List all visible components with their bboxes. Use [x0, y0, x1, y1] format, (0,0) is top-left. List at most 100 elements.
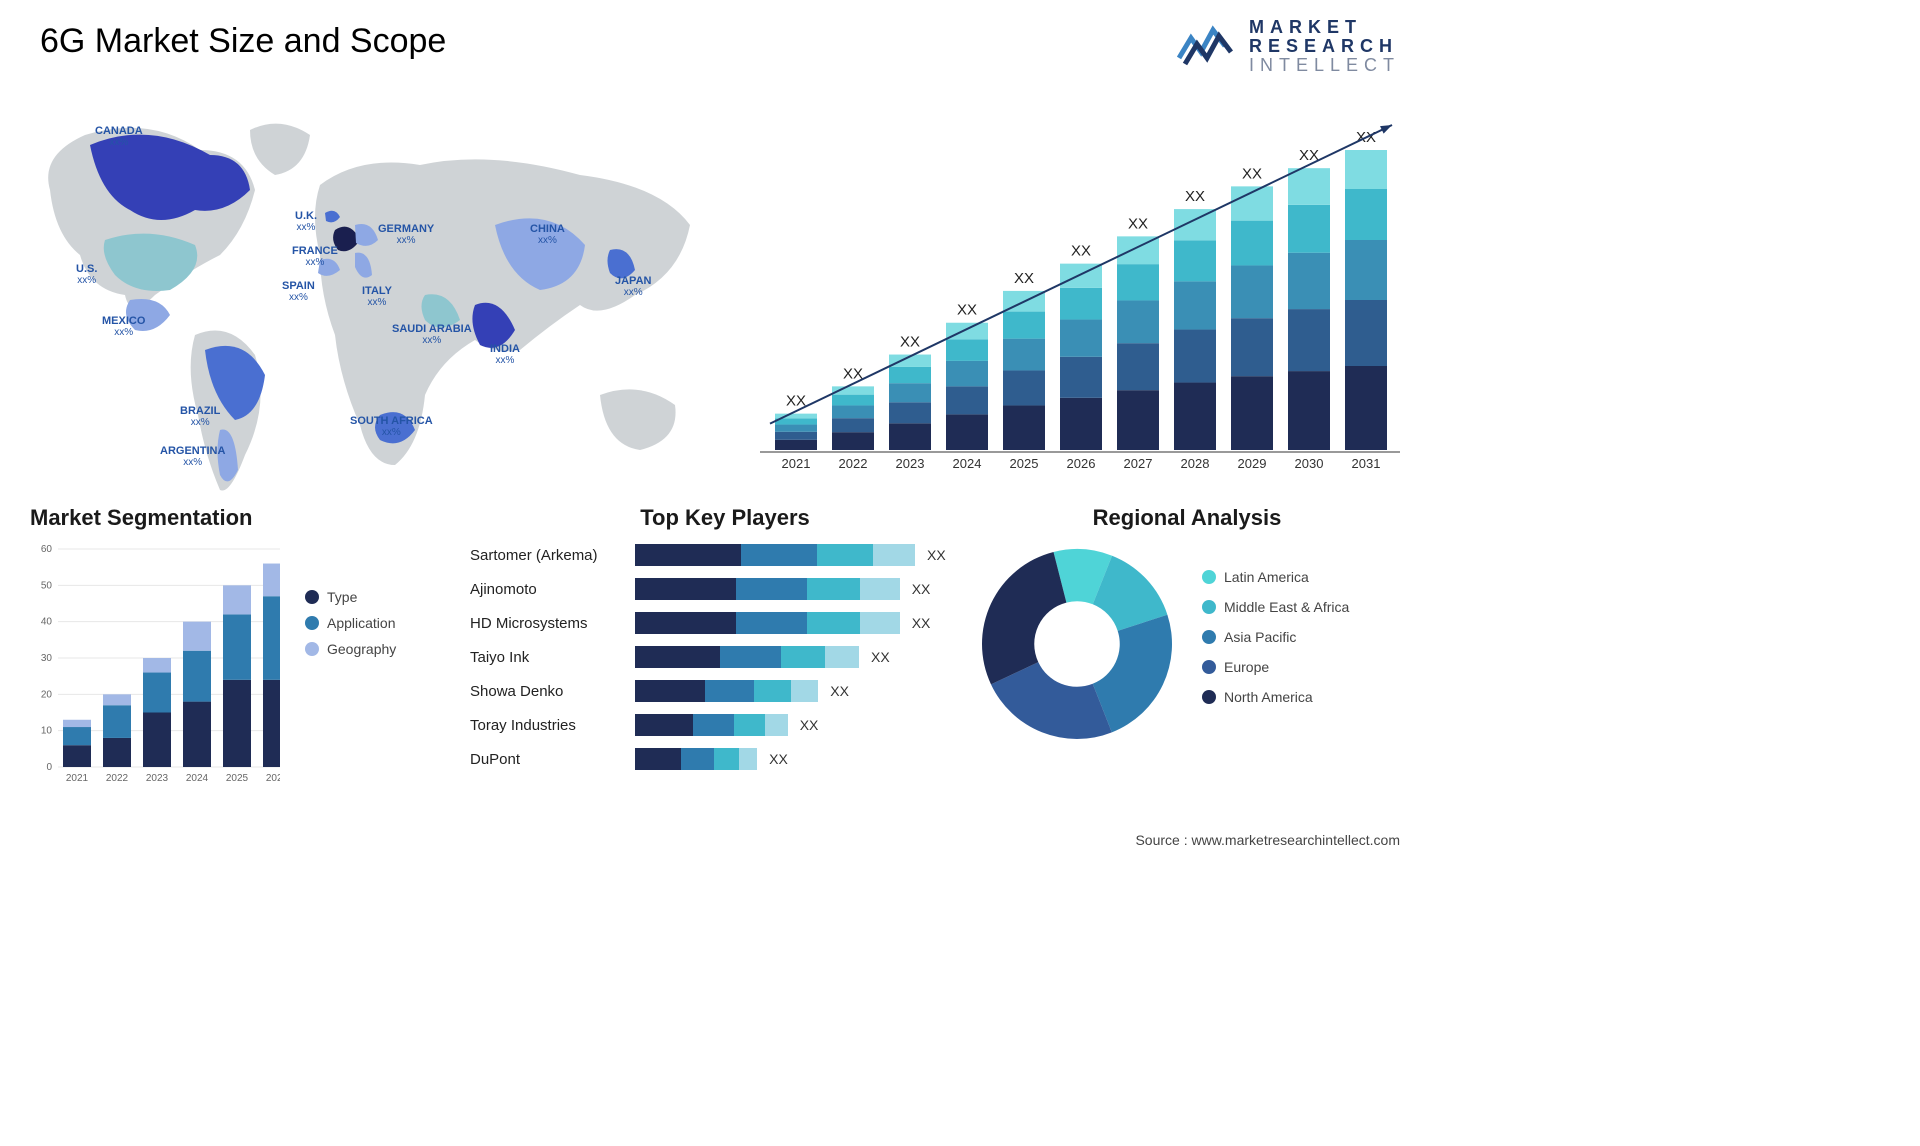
- svg-text:2025: 2025: [226, 773, 249, 784]
- svg-text:2031: 2031: [1352, 456, 1381, 471]
- player-value: XX: [769, 751, 788, 767]
- svg-text:2022: 2022: [106, 773, 129, 784]
- player-bar: XX: [635, 748, 980, 770]
- player-value: XX: [800, 717, 819, 733]
- svg-text:50: 50: [41, 580, 53, 591]
- player-value: XX: [830, 683, 849, 699]
- svg-text:XX: XX: [1242, 165, 1262, 182]
- logo-text: MARKET RESEARCH INTELLECT: [1249, 18, 1400, 75]
- player-bar: XX: [635, 612, 980, 634]
- legend-item: Europe: [1202, 659, 1349, 675]
- legend-item: Application: [305, 615, 396, 631]
- segmentation-chart: 0 10 20 30 40 50 60 2021 2022 2023 2024 2025 2026: [30, 539, 280, 789]
- svg-text:10: 10: [41, 726, 53, 737]
- svg-text:2021: 2021: [782, 456, 811, 471]
- map-country-label: ARGENTINAxx%: [160, 445, 225, 468]
- map-country-label: SAUDI ARABIAxx%: [392, 323, 472, 346]
- svg-text:XX: XX: [1185, 188, 1205, 205]
- player-name: DuPont: [470, 751, 635, 768]
- legend-item: North America: [1202, 689, 1349, 705]
- player-name: Taiyo Ink: [470, 649, 635, 666]
- player-row: Toray Industries XX: [470, 709, 980, 741]
- svg-text:XX: XX: [957, 302, 977, 319]
- map-country-label: GERMANYxx%: [378, 223, 434, 246]
- svg-text:2029: 2029: [1238, 456, 1267, 471]
- map-country-label: U.S.xx%: [76, 263, 97, 286]
- svg-text:2023: 2023: [896, 456, 925, 471]
- player-bar: XX: [635, 680, 980, 702]
- regional-legend: Latin America Middle East & Africa Asia Pa…: [1202, 569, 1349, 719]
- svg-text:20: 20: [41, 689, 53, 700]
- svg-text:2025: 2025: [1010, 456, 1039, 471]
- svg-text:30: 30: [41, 653, 53, 664]
- svg-text:XX: XX: [1128, 215, 1148, 232]
- svg-text:2021: 2021: [66, 773, 89, 784]
- map-country-label: FRANCExx%: [292, 245, 338, 268]
- svg-text:2024: 2024: [953, 456, 982, 471]
- regional-donut-chart: [972, 539, 1182, 749]
- source-attribution: Source : www.marketresearchintellect.com: [1135, 832, 1400, 848]
- map-country-label: SOUTH AFRICAxx%: [350, 415, 433, 438]
- svg-text:60: 60: [41, 544, 53, 555]
- svg-text:2030: 2030: [1295, 456, 1324, 471]
- player-row: Taiyo Ink XX: [470, 641, 980, 673]
- player-name: HD Microsystems: [470, 615, 635, 632]
- svg-text:2026: 2026: [1067, 456, 1096, 471]
- map-country-label: CANADAxx%: [95, 125, 143, 148]
- player-bar: XX: [635, 714, 980, 736]
- map-country-label: CHINAxx%: [530, 223, 565, 246]
- player-bar: XX: [635, 578, 980, 600]
- map-country-label: JAPANxx%: [615, 275, 651, 298]
- logo-mark-icon: [1177, 24, 1239, 68]
- players-title: Top Key Players: [470, 505, 980, 531]
- player-name: Ajinomoto: [470, 581, 635, 598]
- segmentation-legend: Type Application Geography: [305, 589, 396, 667]
- player-value: XX: [912, 581, 931, 597]
- svg-text:2026: 2026: [266, 773, 280, 784]
- player-row: Sartomer (Arkema) XX: [470, 539, 980, 571]
- svg-text:XX: XX: [1014, 270, 1034, 287]
- segmentation-title: Market Segmentation: [30, 505, 450, 531]
- svg-text:2023: 2023: [146, 773, 169, 784]
- player-name: Showa Denko: [470, 683, 635, 700]
- svg-text:XX: XX: [900, 334, 920, 351]
- world-map-panel: CANADAxx% U.S.xx% MEXICOxx% BRAZILxx% ARGENT…: [20, 95, 720, 495]
- legend-item: Middle East & Africa: [1202, 599, 1349, 615]
- player-name: Toray Industries: [470, 717, 635, 734]
- legend-item: Geography: [305, 641, 396, 657]
- player-row: HD Microsystems XX: [470, 607, 980, 639]
- svg-text:2024: 2024: [186, 773, 209, 784]
- svg-text:0: 0: [46, 762, 52, 773]
- map-country-label: BRAZILxx%: [180, 405, 220, 428]
- players-list: Sartomer (Arkema)XXAjinomotoXXHD Microsy…: [470, 539, 980, 775]
- player-row: Ajinomoto XX: [470, 573, 980, 605]
- regional-title: Regional Analysis: [972, 505, 1402, 531]
- legend-item: Latin America: [1202, 569, 1349, 585]
- regional-panel: Regional Analysis Latin America Middle Ea…: [972, 505, 1402, 749]
- player-bar: XX: [635, 646, 980, 668]
- player-row: Showa Denko XX: [470, 675, 980, 707]
- player-name: Sartomer (Arkema): [470, 547, 635, 564]
- segmentation-panel: Market Segmentation 0 10 20 30 40 50 60 2021 202…: [30, 505, 450, 789]
- svg-text:40: 40: [41, 617, 53, 628]
- market-growth-chart: XX 2021 XX 2022 XX 2023 XX 2024 XX 2025 XX 2026 XX 20…: [760, 105, 1400, 480]
- player-value: XX: [871, 649, 890, 665]
- svg-text:2027: 2027: [1124, 456, 1153, 471]
- map-country-label: U.K.xx%: [295, 210, 317, 233]
- page-title: 6G Market Size and Scope: [40, 22, 446, 61]
- player-value: XX: [912, 615, 931, 631]
- svg-text:XX: XX: [1071, 243, 1091, 260]
- map-country-label: MEXICOxx%: [102, 315, 145, 338]
- legend-item: Type: [305, 589, 396, 605]
- svg-text:2028: 2028: [1181, 456, 1210, 471]
- player-bar: XX: [635, 544, 980, 566]
- player-row: DuPont XX: [470, 743, 980, 775]
- svg-text:2022: 2022: [839, 456, 868, 471]
- map-country-label: ITALYxx%: [362, 285, 392, 308]
- map-country-label: INDIAxx%: [490, 343, 520, 366]
- brand-logo: MARKET RESEARCH INTELLECT: [1177, 18, 1400, 75]
- key-players-panel: Top Key Players Sartomer (Arkema)XXAjino…: [470, 505, 980, 777]
- player-value: XX: [927, 547, 946, 563]
- map-country-label: SPAINxx%: [282, 280, 315, 303]
- legend-item: Asia Pacific: [1202, 629, 1349, 645]
